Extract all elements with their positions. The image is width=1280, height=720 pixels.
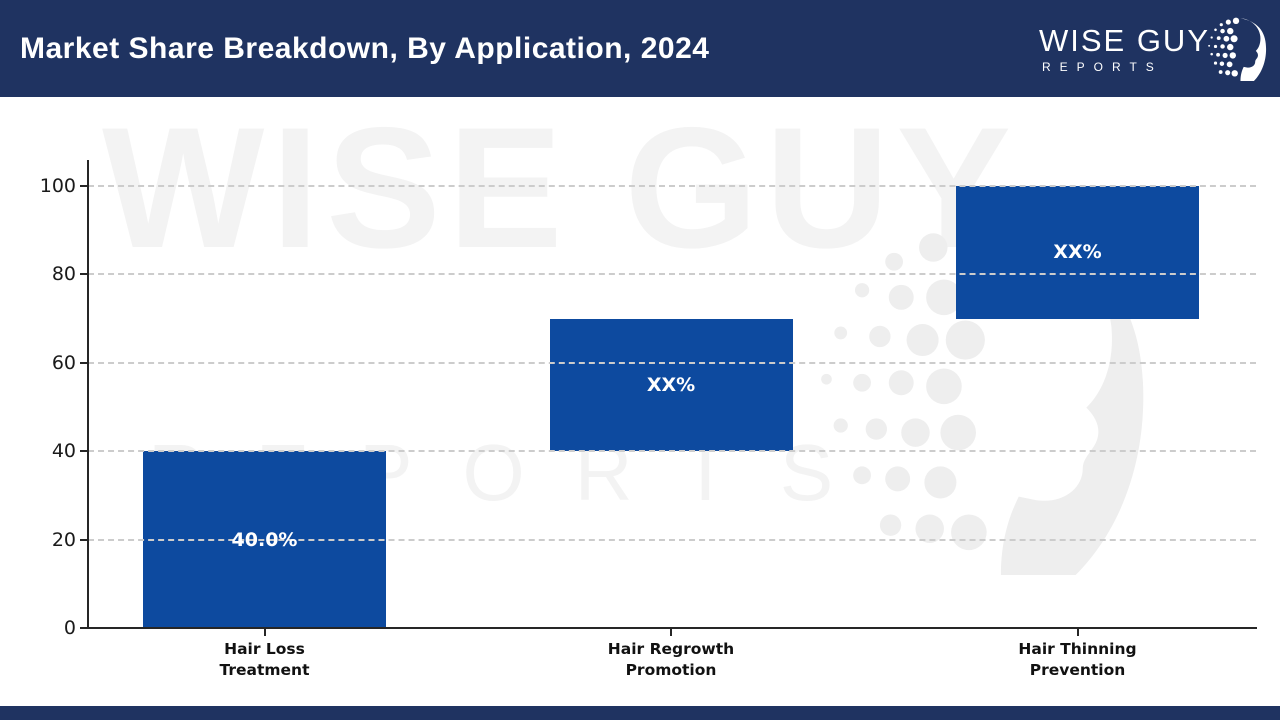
category-label-hair-thinning-prevention: Hair Thinning Prevention xyxy=(918,639,1238,681)
y-tick-mark-40 xyxy=(80,450,88,453)
gridline-60 xyxy=(88,361,1256,364)
bar-hair-thinning-prevention xyxy=(956,186,1199,319)
category-label-line: Promotion xyxy=(625,661,717,679)
gridline-100 xyxy=(88,185,1256,187)
header-bar: Market Share Breakdown, By Application, … xyxy=(0,0,1280,97)
value-label-hair-regrowth-promotion: XX% xyxy=(646,373,696,396)
y-tick-mark-60 xyxy=(80,361,88,364)
y-tick-label-0: 0 xyxy=(63,617,76,639)
y-tick-mark-20 xyxy=(80,538,88,541)
gridline-80 xyxy=(88,273,1256,276)
value-label-hair-thinning-prevention: XX% xyxy=(1053,241,1102,264)
y-tick-label-40: 40 xyxy=(51,440,76,463)
y-tick-mark-100 xyxy=(80,185,88,187)
x-tick-mark-hair-regrowth-promotion xyxy=(670,629,672,636)
category-label-line: Hair Thinning xyxy=(1018,640,1137,658)
category-label-hair-regrowth-promotion: Hair Regrowth Promotion xyxy=(511,639,831,681)
category-label-line: Hair Regrowth xyxy=(607,640,735,658)
x-tick-mark-hair-thinning-prevention xyxy=(1076,629,1079,636)
y-tick-label-80: 80 xyxy=(51,263,76,286)
x-tick-mark-hair-loss-treatment xyxy=(263,629,266,636)
watermark: WISE GUY REPORTS xyxy=(0,92,1280,706)
value-label-hair-loss-treatment: 40.0% xyxy=(231,528,298,551)
y-tick-label-60: 60 xyxy=(51,351,76,374)
y-tick-label-100: 100 xyxy=(39,175,76,197)
logo-wordmark: WISE GUY xyxy=(1038,22,1210,58)
watermark-wordmark: WISE GUY xyxy=(102,92,1019,284)
category-label-line: Treatment xyxy=(219,661,310,679)
y-tick-label-20: 20 xyxy=(51,528,76,551)
footer-bar xyxy=(0,706,1280,720)
category-label-line: Prevention xyxy=(1029,661,1126,679)
category-label-hair-loss-treatment: Hair Loss Treatment xyxy=(105,639,425,681)
y-tick-mark-80 xyxy=(80,273,88,276)
category-label-line: Hair Loss xyxy=(224,640,305,658)
bar-hair-regrowth-promotion xyxy=(549,318,793,452)
y-axis-spine xyxy=(87,160,89,629)
page-title: Market Share Breakdown, By Application, … xyxy=(20,31,710,65)
gridline-20 xyxy=(88,538,1256,541)
logo-text: WISE GUY REPORTS xyxy=(1039,25,1210,74)
y-tick-mark-0 xyxy=(80,627,88,629)
logo-subtext: REPORTS xyxy=(1041,59,1163,74)
wise-guy-reports-logo: WISE GUY REPORTS xyxy=(1039,8,1268,90)
x-axis-spine xyxy=(87,627,1257,629)
gridline-40 xyxy=(88,450,1256,453)
